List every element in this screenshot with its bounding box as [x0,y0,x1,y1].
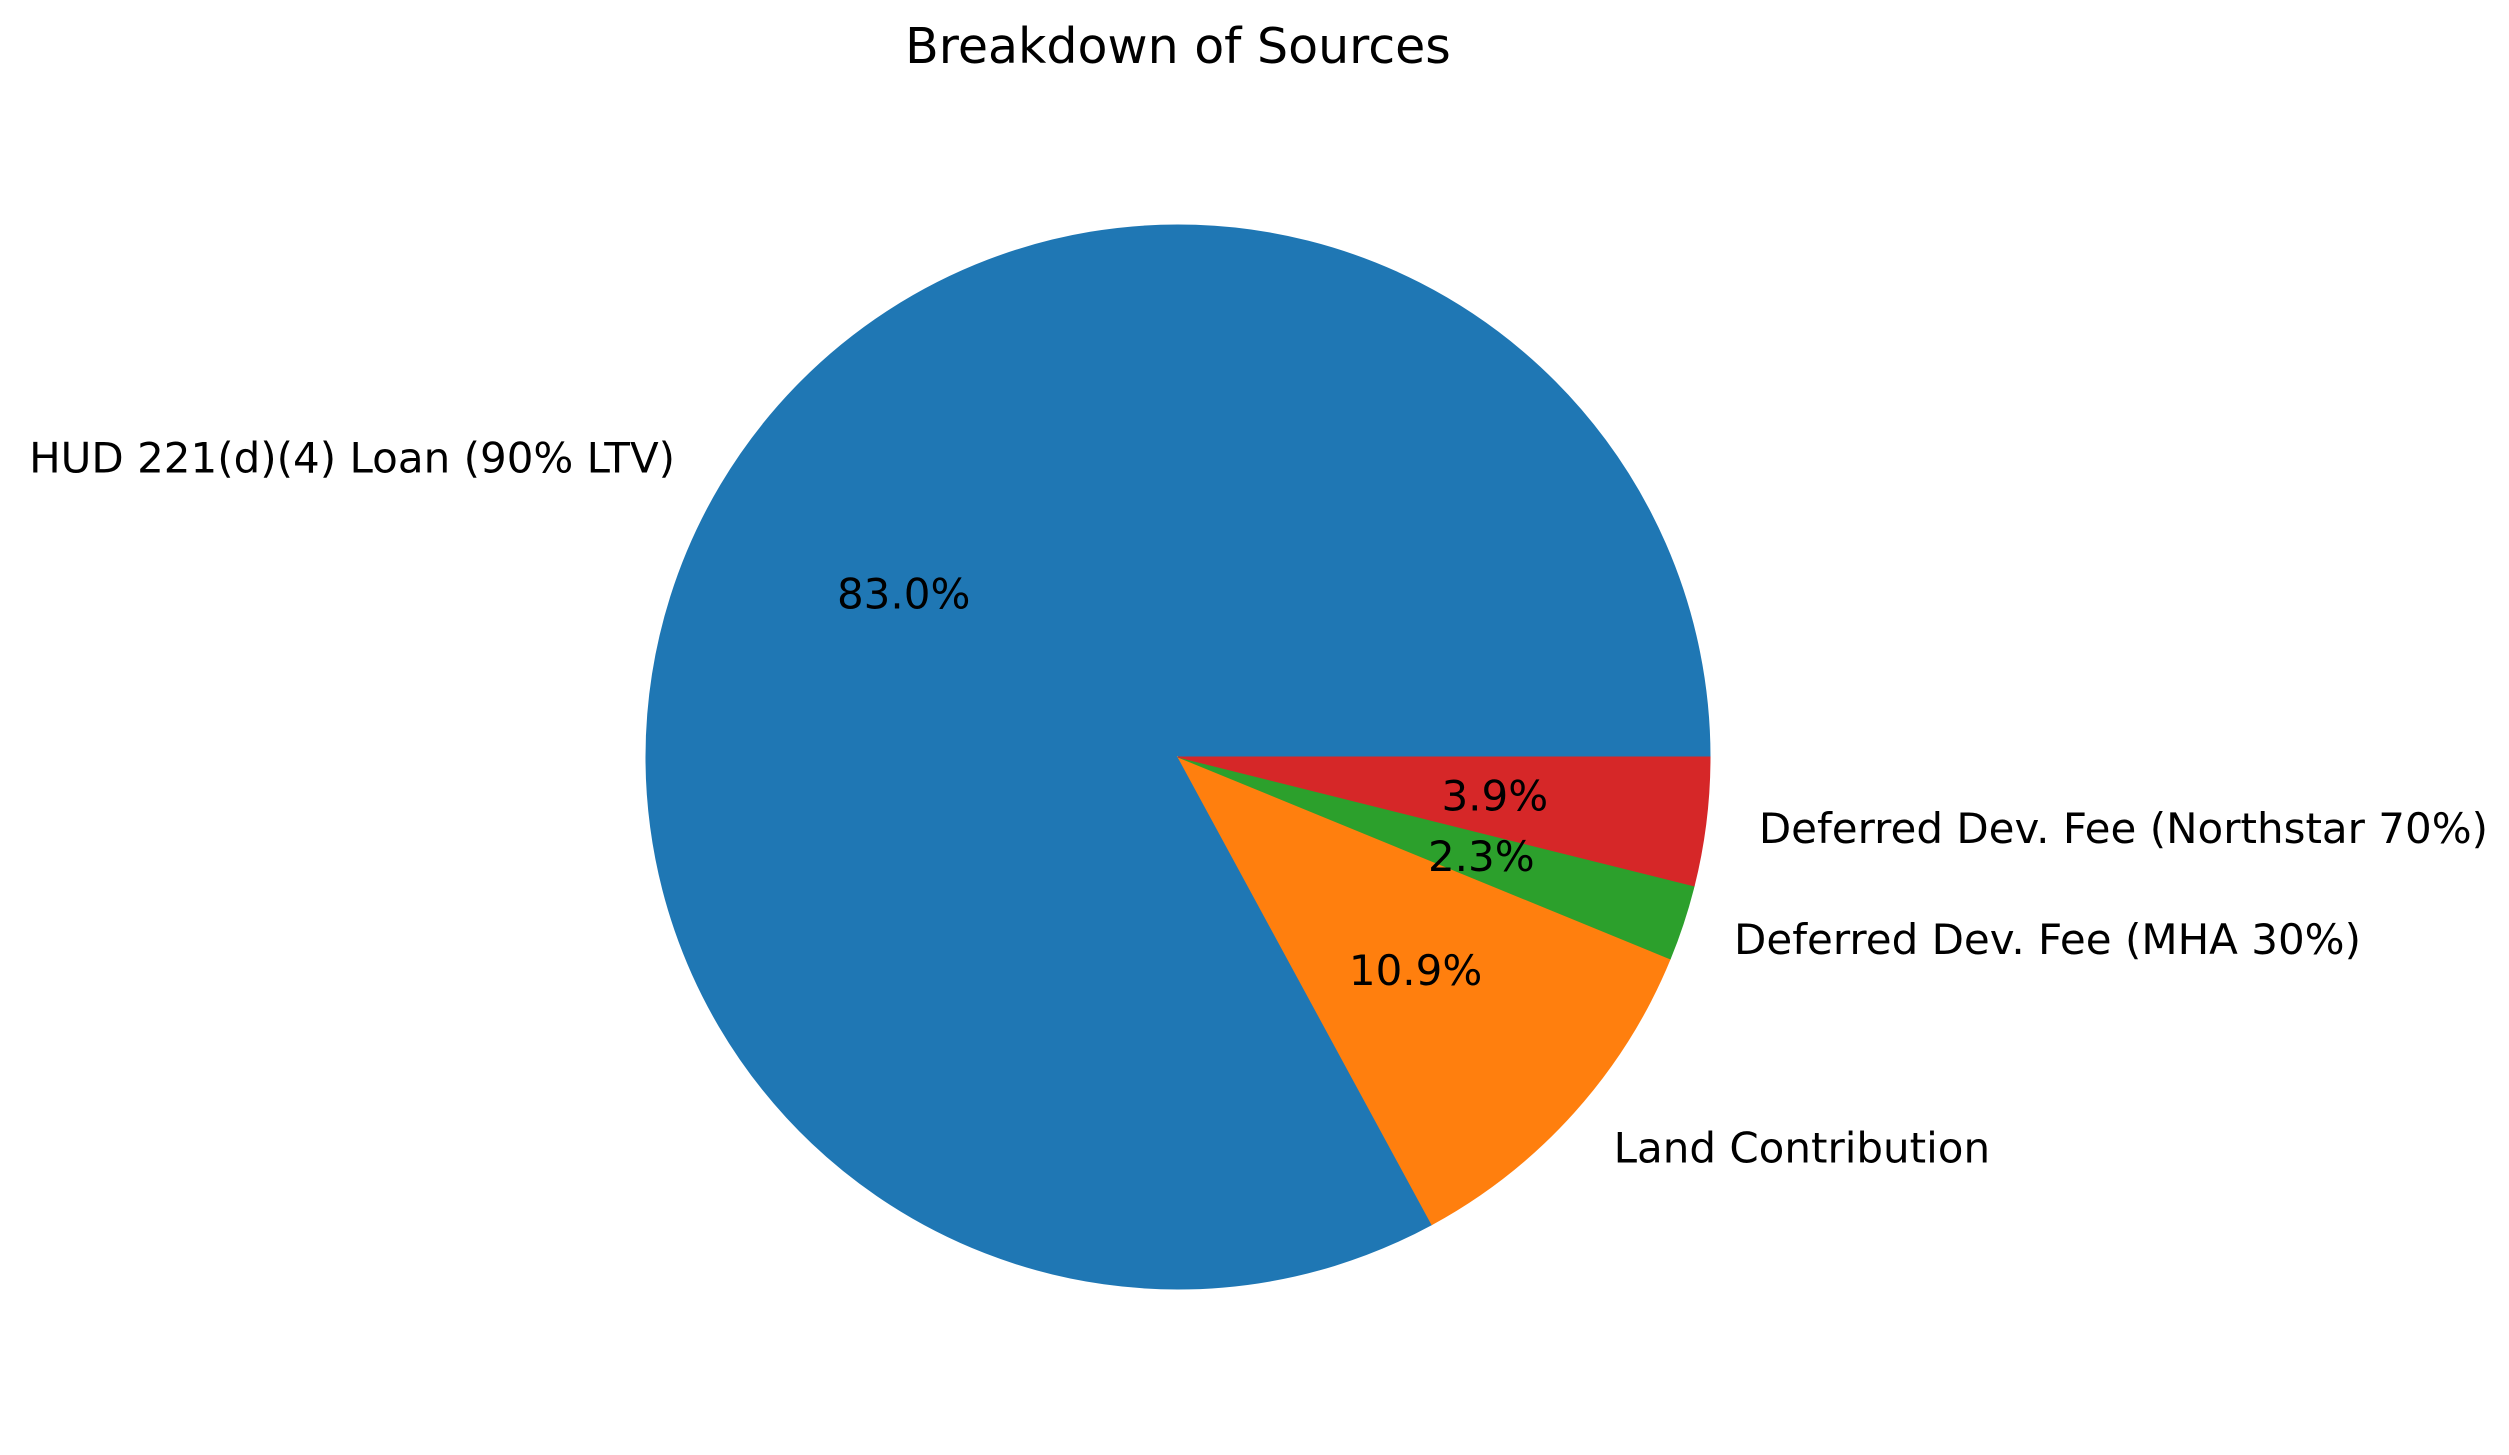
slice-pct-label-1: 10.9% [1349,946,1482,995]
pie-labels-group: HUD 221(d)(4) Loan (90% LTV) 83.0% Land Co… [29,434,2488,1173]
pie-slice-1 [1176,756,1671,1226]
slice-label-3: Deferred Dev. Fee (Northstar 70%) [1759,804,2488,853]
chart-title: Breakdown of Sources [905,18,1451,75]
slice-label-1: Land Contribution [1614,1124,1991,1173]
slice-pct-label-0: 83.0% [837,570,970,619]
slice-pct-label-3: 3.9% [1441,772,1548,821]
slice-label-0: HUD 221(d)(4) Loan (90% LTV) [29,434,675,483]
slice-label-2: Deferred Dev. Fee (MHA 30%) [1734,915,2361,964]
pie-slice-3 [1177,756,1711,887]
pie-slice-0 [645,224,1711,1290]
pie-slices-group [645,224,1711,1290]
slice-pct-label-2: 2.3% [1428,832,1535,881]
